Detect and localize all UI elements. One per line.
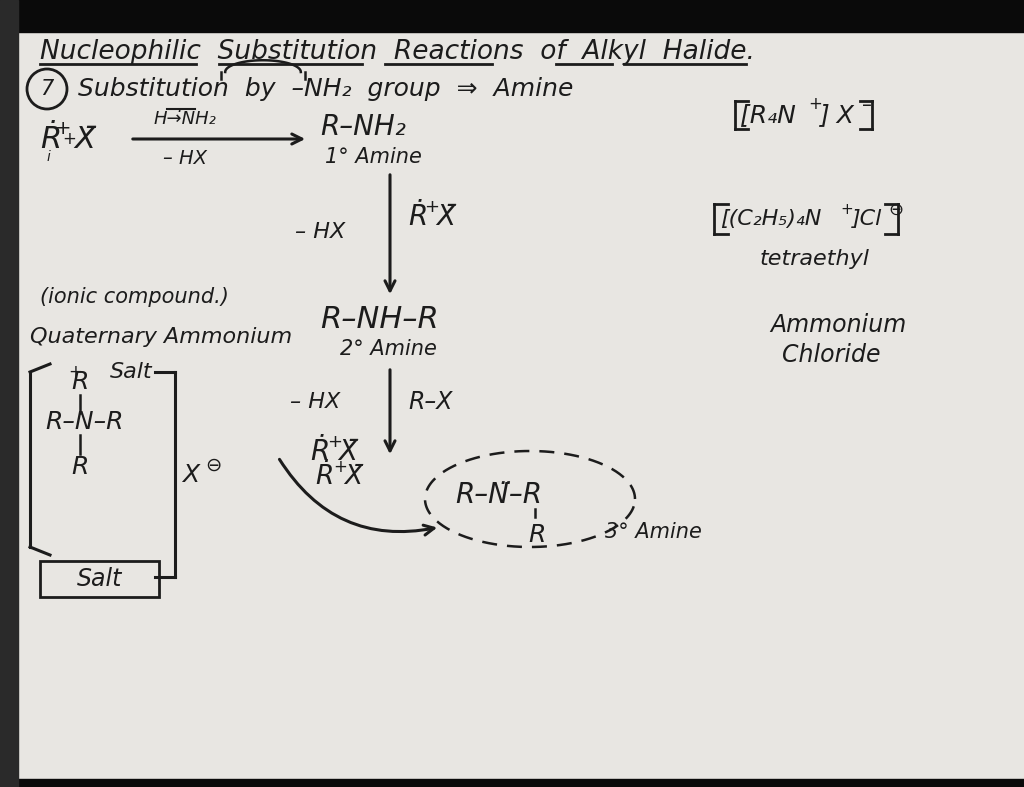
Text: R–N̈–R: R–N̈–R: [455, 481, 542, 509]
Text: R–NH₂: R–NH₂: [319, 113, 406, 141]
Text: Salt: Salt: [110, 362, 153, 382]
Text: R: R: [528, 523, 546, 547]
Text: (ionic compound.): (ionic compound.): [40, 287, 229, 307]
Text: [(C₂H₅)₄N: [(C₂H₅)₄N: [720, 209, 821, 229]
Text: +: +: [333, 458, 347, 476]
Text: X: X: [182, 463, 199, 487]
Text: – HX: – HX: [295, 222, 345, 242]
Text: –: –: [862, 95, 871, 114]
Text: Ṙ: Ṙ: [315, 464, 334, 490]
Text: ⊖: ⊖: [888, 201, 903, 219]
Text: Ṙ: Ṙ: [310, 438, 330, 466]
Text: – HX: – HX: [163, 150, 207, 168]
Text: Chloride: Chloride: [782, 343, 881, 367]
Text: R: R: [72, 370, 89, 394]
Text: ] X: ] X: [820, 103, 855, 127]
Bar: [0, 779, 1024, 787]
Text: X̄: X̄: [344, 464, 362, 490]
Text: +: +: [424, 198, 439, 216]
Text: X̄: X̄: [74, 124, 95, 153]
Text: +: +: [62, 130, 76, 148]
Text: Ammonium: Ammonium: [770, 313, 906, 337]
Text: R–NH–R: R–NH–R: [319, 305, 438, 334]
Text: X̄: X̄: [436, 203, 455, 231]
Bar: [0, 0, 18, 787]
Text: +: +: [55, 120, 72, 139]
Text: Ṙ: Ṙ: [40, 124, 61, 153]
Text: +: +: [840, 201, 853, 216]
Text: tetraethyl: tetraethyl: [760, 249, 869, 269]
Text: H→̇NH₂: H→̇NH₂: [154, 110, 216, 128]
Text: +: +: [327, 433, 342, 451]
Text: 1° Amine: 1° Amine: [325, 147, 422, 167]
FancyBboxPatch shape: [40, 561, 159, 597]
Text: Ṙ: Ṙ: [408, 203, 427, 231]
Text: 7: 7: [40, 79, 53, 99]
Text: Salt: Salt: [78, 567, 123, 591]
Text: [R₄N: [R₄N: [740, 103, 796, 127]
Text: ⊖: ⊖: [205, 456, 221, 475]
Text: Quaternary Ammonium: Quaternary Ammonium: [30, 327, 292, 347]
Text: 2° Amine: 2° Amine: [340, 339, 437, 359]
Text: Nucleophilic  Substitution  Reactions  of  Alkyl  Halide.: Nucleophilic Substitution Reactions of A…: [40, 39, 755, 65]
Bar: [0, 0, 1024, 32]
Text: R–N–R: R–N–R: [45, 410, 124, 434]
Text: Substitution  by  –NH₂  group  ⇒  Amine: Substitution by –NH₂ group ⇒ Amine: [78, 77, 573, 101]
Text: R: R: [72, 455, 89, 479]
Text: i: i: [47, 150, 51, 164]
Text: X̄: X̄: [338, 438, 357, 466]
Text: 3° Amine: 3° Amine: [605, 522, 701, 542]
Text: – HX: – HX: [290, 392, 340, 412]
Text: +: +: [68, 363, 82, 381]
Text: +: +: [808, 95, 822, 113]
Text: R–X: R–X: [408, 390, 453, 414]
Text: ]Cl: ]Cl: [852, 209, 883, 229]
